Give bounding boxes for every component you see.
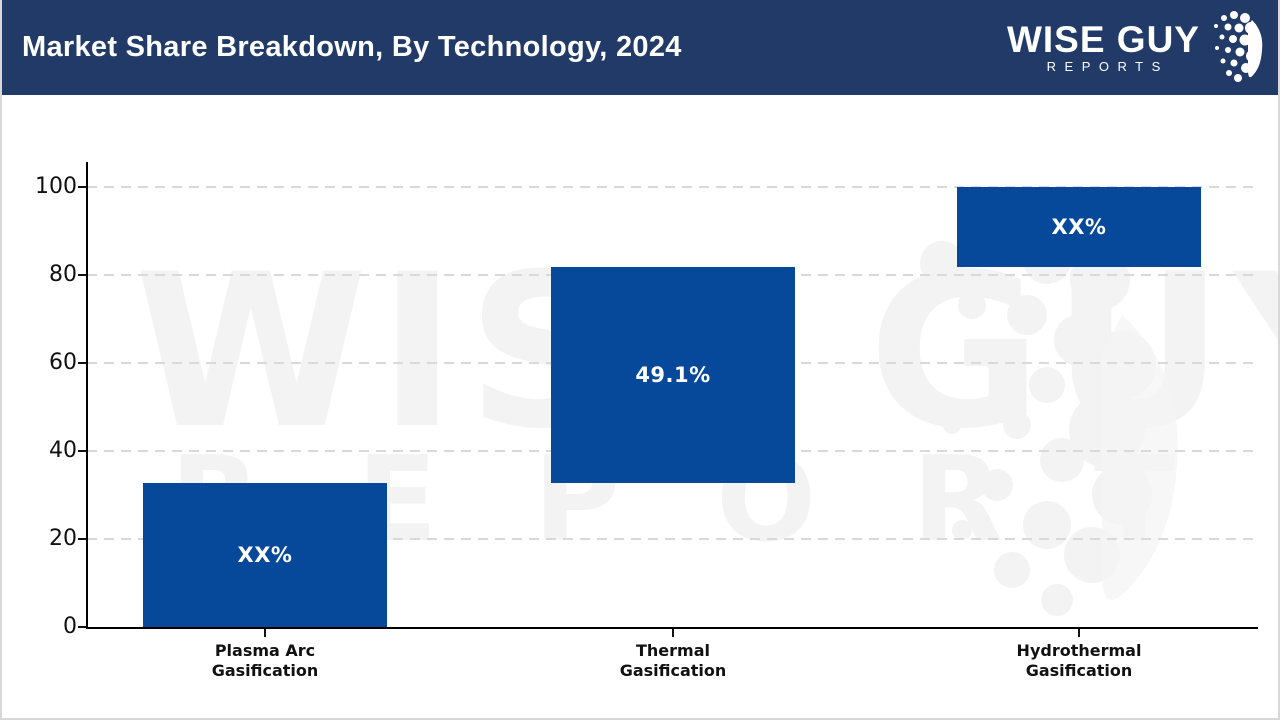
header-banner: Market Share Breakdown, By Technology, 2… xyxy=(2,0,1278,95)
x-axis-category-line: Gasification xyxy=(619,661,727,680)
x-axis-category-line: Hydrothermal xyxy=(1016,641,1142,660)
y-axis-tick-label: 100 xyxy=(35,174,77,199)
bar-value-label: 49.1% xyxy=(635,362,711,387)
x-axis-category-line: Thermal xyxy=(636,641,710,660)
y-axis-tick xyxy=(78,274,87,276)
y-axis-tick-label: 40 xyxy=(49,438,77,463)
bar-value-label: XX% xyxy=(1051,214,1107,239)
brand-dotted-head-icon xyxy=(1214,10,1263,82)
x-axis-tick xyxy=(672,629,674,637)
brand-name: WISE GUY xyxy=(1006,18,1200,60)
y-axis-tick xyxy=(78,450,87,452)
brand-subname: REPORTS xyxy=(1046,58,1169,74)
x-axis-tick xyxy=(264,629,266,637)
y-axis-tick-label: 20 xyxy=(49,526,77,551)
bar: XX% xyxy=(957,187,1201,267)
bar: XX% xyxy=(143,482,387,627)
y-axis-tick xyxy=(78,538,87,540)
brand-logo-text: WISE GUY REPORTS xyxy=(1006,18,1200,75)
gridline xyxy=(87,186,1258,188)
y-axis-tick xyxy=(78,186,87,188)
chart-title: Market Share Breakdown, By Technology, 2… xyxy=(22,31,682,63)
y-axis-line xyxy=(86,162,88,629)
x-axis-line xyxy=(86,627,1258,629)
y-axis-tick-label: 60 xyxy=(49,350,77,375)
y-axis-tick xyxy=(78,626,87,628)
y-axis-tick-label: 0 xyxy=(63,614,77,639)
y-axis-tick xyxy=(78,362,87,364)
x-axis-category-line: Gasification xyxy=(1025,661,1133,680)
x-axis-tick xyxy=(1078,629,1080,637)
x-axis-category-label: Plasma Arc Gasification xyxy=(135,641,395,681)
x-axis-category-line: Plasma Arc xyxy=(214,641,316,660)
y-axis-tick-label: 80 xyxy=(49,262,77,287)
bar: 49.1% xyxy=(551,266,795,483)
bar-value-label: XX% xyxy=(237,542,293,567)
gridline xyxy=(87,538,1258,540)
x-axis-category-line: Gasification xyxy=(211,661,319,680)
x-axis-category-label: Hydrothermal Gasification xyxy=(949,641,1209,681)
brand-logo: WISE GUY REPORTS xyxy=(1007,10,1264,86)
x-axis-category-label: Thermal Gasification xyxy=(543,641,803,681)
